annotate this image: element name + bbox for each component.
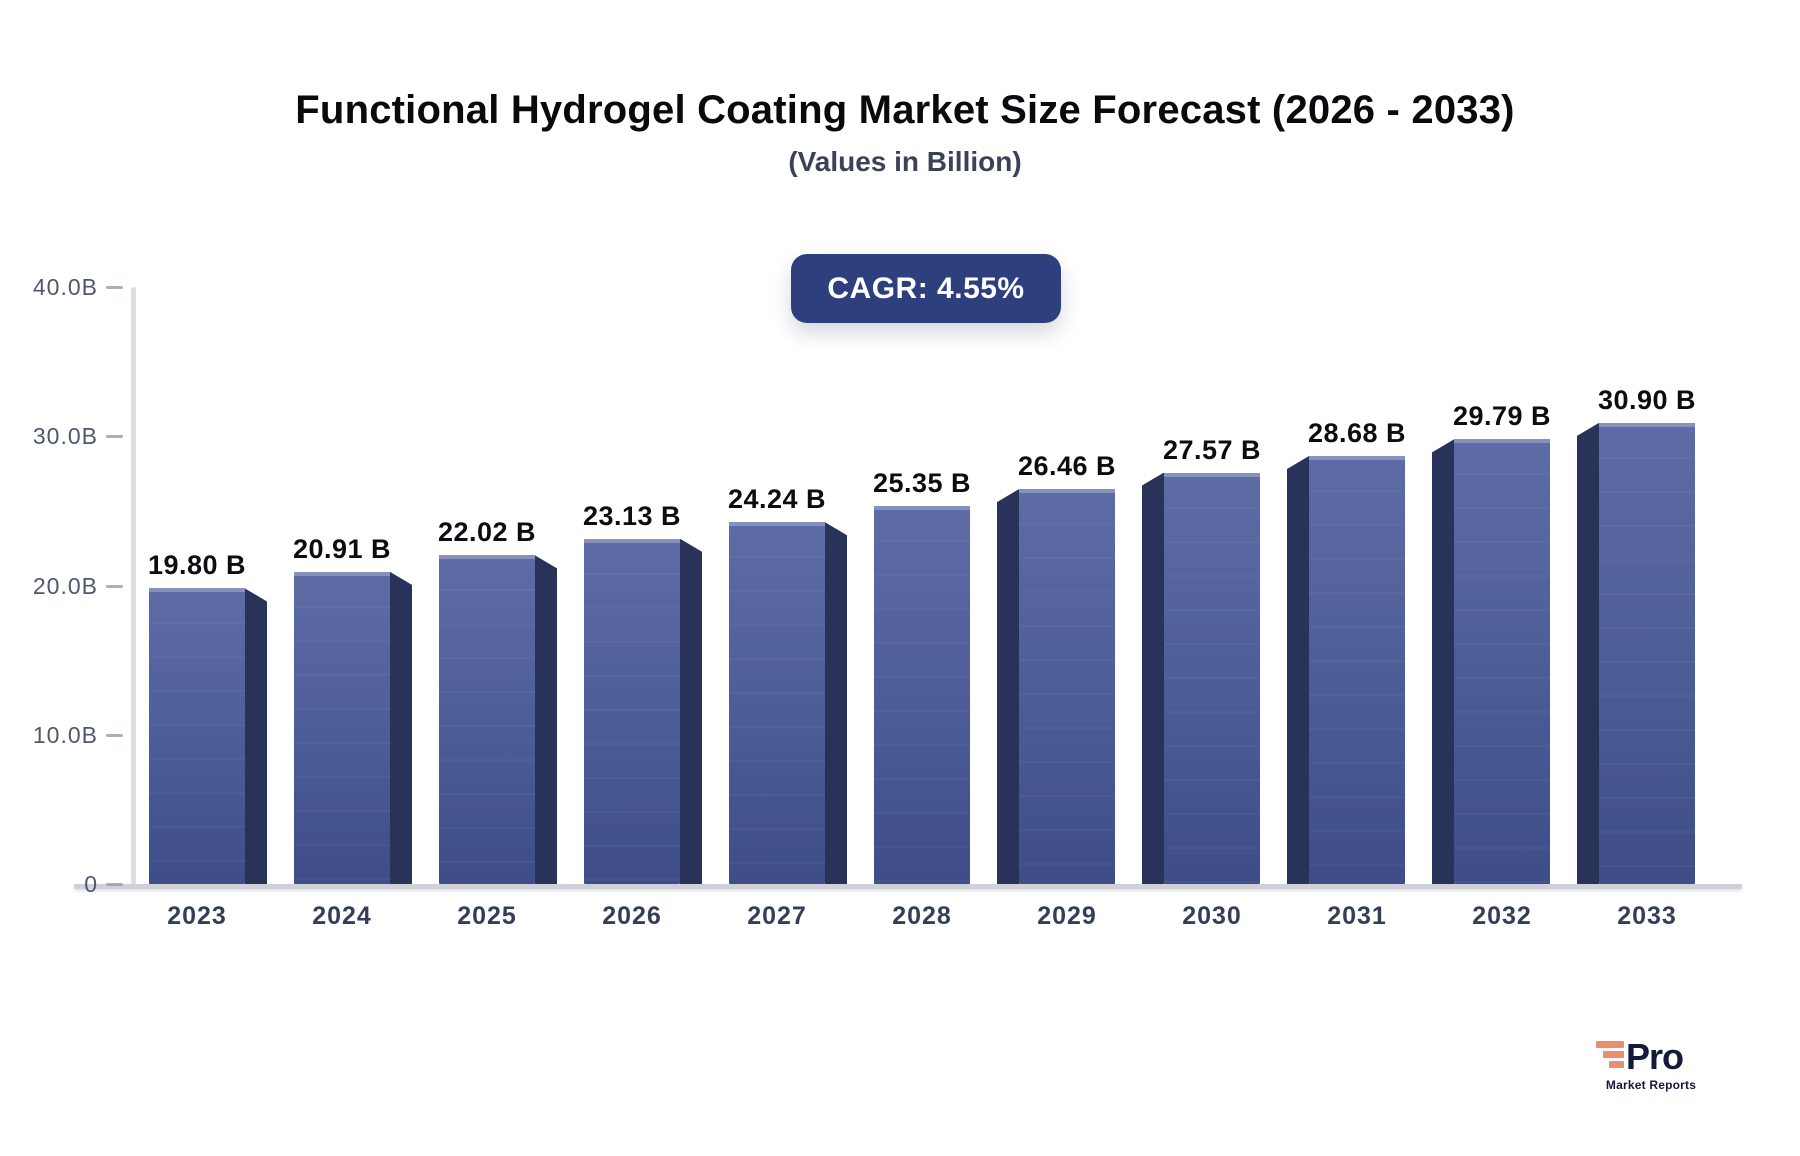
x-axis-baseline — [74, 884, 1742, 889]
bar-value-label: 27.57 B — [1162, 434, 1262, 465]
bar-texture — [1454, 439, 1550, 884]
y-axis-tick — [106, 286, 123, 289]
bar-value-label: 28.68 B — [1307, 417, 1407, 448]
logo-tagline: Market Reports — [1605, 1078, 1697, 1092]
logo-speed-bars-icon — [1596, 1038, 1624, 1068]
x-axis-label: 2030 — [1182, 902, 1242, 930]
y-axis-label: 40.0B — [32, 274, 98, 300]
bar-top-highlight — [729, 522, 825, 527]
bar-2029 — [1019, 489, 1115, 884]
cagr-badge-label: CAGR: 4.55% — [827, 271, 1025, 305]
x-axis-label: 2028 — [892, 902, 952, 930]
bar-value-label: 22.02 B — [437, 517, 537, 548]
logo-text: Pro — [1626, 1036, 1684, 1077]
bar-value-label: 26.46 B — [1017, 451, 1117, 482]
y-axis-label: 20.0B — [32, 572, 98, 599]
y-axis-label: 30.0B — [32, 423, 98, 450]
x-axis-label: 2032 — [1472, 902, 1532, 930]
bar-value-label: 23.13 B — [582, 500, 682, 531]
bar-value-label: 24.24 B — [727, 484, 827, 515]
bar-top-highlight — [1309, 455, 1405, 460]
bar-texture — [439, 555, 535, 884]
bar-texture — [149, 588, 245, 884]
bar-texture — [1599, 422, 1695, 884]
x-axis-label: 2024 — [312, 902, 372, 930]
bar-value-label: 29.79 B — [1452, 401, 1552, 432]
bar-2030 — [1164, 472, 1260, 884]
bar-2026 — [584, 538, 680, 884]
bar-2031 — [1309, 455, 1405, 884]
bar-2027 — [729, 522, 825, 884]
x-axis-label: 2025 — [457, 902, 517, 930]
y-axis-line — [131, 287, 136, 884]
bar-side-face — [825, 522, 847, 884]
bar-top-highlight — [439, 555, 535, 560]
y-axis-tick — [106, 733, 123, 737]
bar-2033 — [1599, 422, 1695, 884]
bar-side-face — [680, 538, 702, 884]
bar-side-face — [1287, 455, 1309, 884]
cagr-badge: CAGR: 4.55% — [791, 254, 1061, 323]
bar-side-face — [1432, 439, 1454, 884]
bar-2023 — [149, 588, 245, 884]
bar-2025 — [439, 555, 535, 884]
bar-value-label: 19.80 B — [147, 550, 247, 581]
bar-top-highlight — [149, 588, 245, 593]
bar-texture — [294, 571, 390, 884]
bar-top-highlight — [1019, 489, 1115, 494]
y-axis-tick — [106, 584, 123, 588]
logo-row: Pro — [1596, 1038, 1706, 1075]
bar-value-label: 25.35 B — [872, 467, 972, 498]
chart-subtitle: (Values in Billion) — [788, 146, 1022, 177]
y-axis-tick — [106, 435, 123, 439]
bar-value-label: 20.91 B — [292, 533, 392, 564]
x-axis-label: 2026 — [602, 902, 662, 930]
bar-top-highlight — [1599, 422, 1695, 427]
bar-side-face — [997, 489, 1019, 884]
bar-side-face — [390, 571, 412, 884]
bar-texture — [1309, 455, 1405, 884]
bar-top-highlight — [1164, 472, 1260, 477]
y-axis-tick — [106, 883, 123, 886]
bar-2032 — [1454, 439, 1550, 884]
brand-logo: Pro Market Reports — [1596, 1038, 1706, 1092]
bar-top-highlight — [584, 538, 680, 543]
bar-top-highlight — [294, 571, 390, 576]
bar-texture — [1164, 472, 1260, 884]
x-axis-label: 2029 — [1037, 902, 1097, 930]
x-axis-label: 2023 — [167, 902, 227, 930]
y-axis-label: 0 — [84, 871, 98, 897]
chart-title: Functional Hydrogel Coating Market Size … — [295, 88, 1515, 132]
bar-top-highlight — [874, 505, 970, 510]
bar-texture — [584, 538, 680, 884]
bar-texture — [1019, 489, 1115, 884]
bar-top-highlight — [1454, 439, 1550, 444]
bar-texture — [729, 522, 825, 884]
bar-side-face — [245, 588, 267, 884]
x-axis-label: 2033 — [1617, 902, 1677, 930]
bar-2024 — [294, 571, 390, 884]
y-axis-label: 10.0B — [32, 721, 98, 748]
bar-side-face — [1142, 472, 1164, 884]
bar-value-label: 30.90 B — [1597, 384, 1697, 415]
x-axis-label: 2031 — [1327, 902, 1387, 930]
x-axis-label: 2027 — [747, 902, 807, 930]
bar-2028 — [874, 505, 970, 884]
bar-side-face — [1577, 422, 1599, 884]
bar-side-face — [535, 555, 557, 884]
bar-texture — [874, 505, 970, 884]
